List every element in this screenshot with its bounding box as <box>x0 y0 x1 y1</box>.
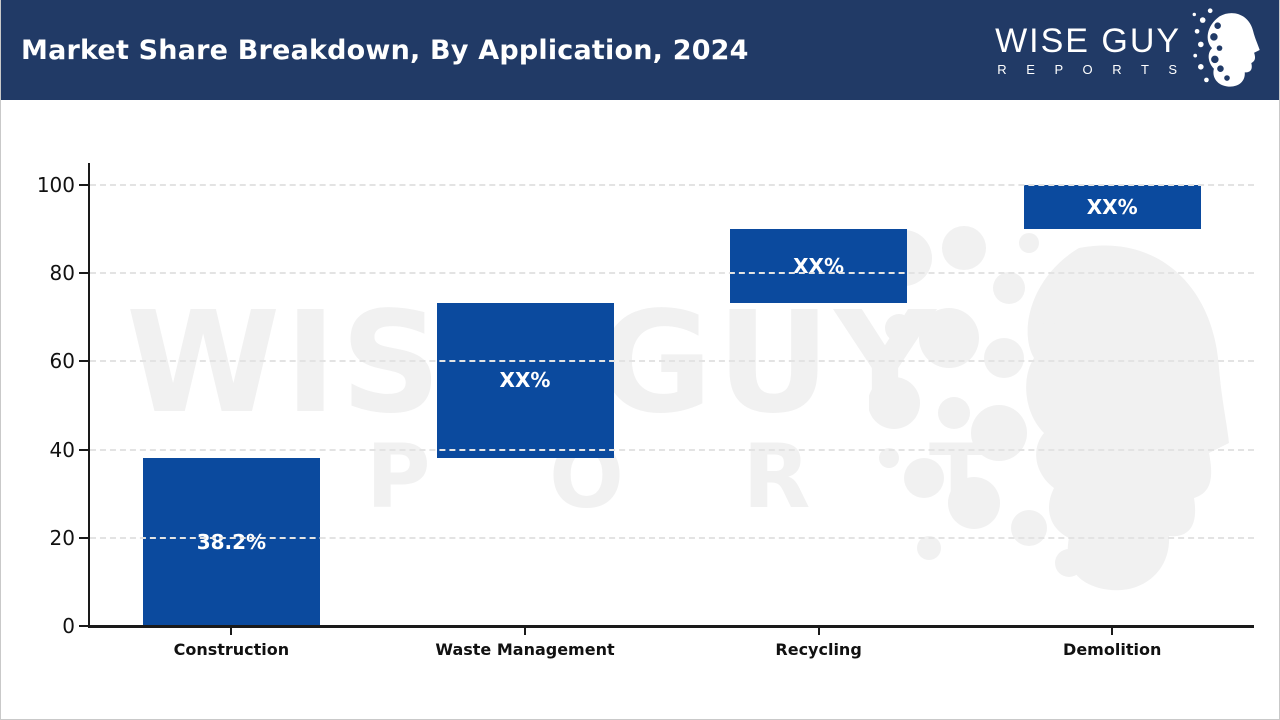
gridline-80 <box>90 272 1254 275</box>
y-tick-mark-0 <box>79 625 89 627</box>
y-axis-spine <box>88 163 90 628</box>
y-tick-mark-80 <box>79 272 89 275</box>
wise-guy-logo: WISE GUY R E P O R T S <box>991 7 1263 93</box>
x-category-label-2: Recycling <box>775 640 862 659</box>
x-tick-mark-0 <box>230 628 233 635</box>
gridline-20 <box>90 536 1254 539</box>
logo-wordmark: WISE GUY <box>995 22 1182 60</box>
y-tick-mark-20 <box>79 536 89 539</box>
y-tick-mark-60 <box>79 360 89 363</box>
x-axis-spine <box>88 625 1254 628</box>
y-tick-label-100: 100 <box>36 173 75 197</box>
bar-recycling: XX% <box>730 229 908 304</box>
gridline-100 <box>90 184 1254 186</box>
bar-value-label: 38.2% <box>196 529 267 554</box>
y-tick-mark-40 <box>79 448 89 451</box>
y-tick-label-20: 20 <box>49 525 75 550</box>
bar-value-label: XX% <box>793 254 845 279</box>
x-category-label-3: Demolition <box>1063 640 1162 659</box>
bar-demolition: XX% <box>1023 185 1201 230</box>
x-tick-mark-2 <box>817 628 820 635</box>
x-tick-mark-1 <box>524 628 526 635</box>
watermark-head-icon <box>869 226 1229 591</box>
page-title: Market Share Breakdown, By Application, … <box>21 34 749 66</box>
gridline-40 <box>90 448 1254 451</box>
y-tick-label-80: 80 <box>49 261 75 286</box>
gridline-60 <box>90 360 1254 363</box>
x-category-label-1: Waste Management <box>435 640 615 659</box>
bar-construction: 38.2% <box>142 457 320 626</box>
y-tick-label-60: 60 <box>49 349 75 374</box>
bar-waste-management: XX% <box>436 303 614 458</box>
bar-value-label: XX% <box>1086 195 1138 220</box>
header-bar: Market Share Breakdown, By Application, … <box>1 0 1279 100</box>
wise-guy-head-icon <box>1192 8 1260 87</box>
x-category-label-0: Construction <box>173 640 290 659</box>
logo-text: WISE GUY R E P O R T S <box>991 24 1185 76</box>
logo-subtitle: R E P O R T S <box>997 62 1185 77</box>
x-tick-mark-3 <box>1111 628 1114 635</box>
bar-value-label: XX% <box>499 368 551 393</box>
y-tick-label-40: 40 <box>49 437 75 462</box>
y-tick-mark-100 <box>79 184 89 186</box>
y-tick-label-0: 0 <box>62 614 75 638</box>
